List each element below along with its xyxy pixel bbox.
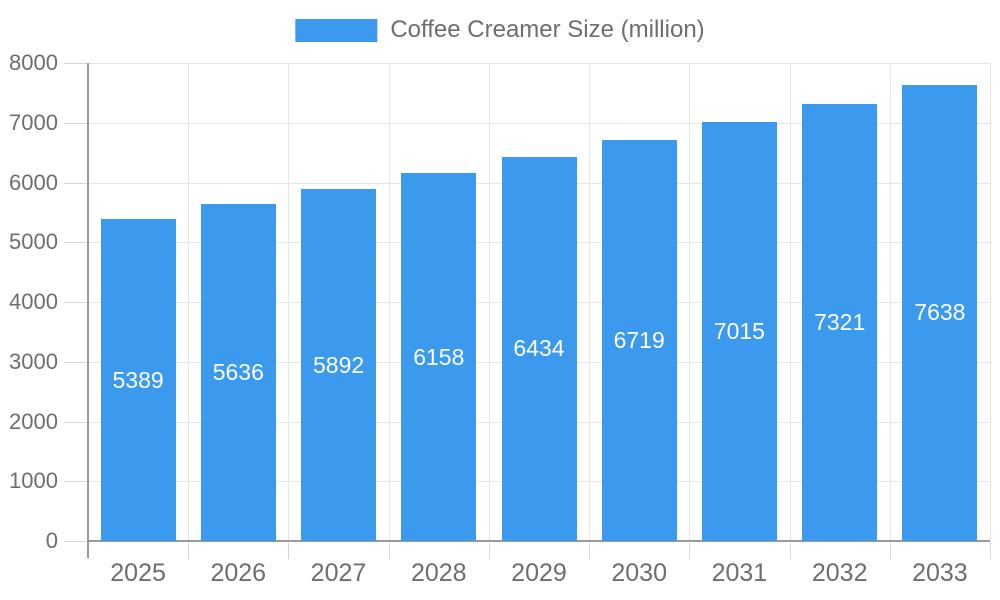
y-axis-label: 1000 bbox=[9, 468, 58, 494]
x-axis-tick bbox=[488, 543, 490, 559]
x-gridline bbox=[589, 63, 591, 541]
x-gridline bbox=[889, 63, 891, 541]
bar-value-label: 7015 bbox=[713, 317, 765, 344]
x-axis-label-2027: 2027 bbox=[310, 559, 367, 587]
bar-2032[interactable]: 7321 bbox=[802, 103, 878, 541]
x-axis-tick bbox=[188, 543, 190, 559]
x-gridline bbox=[990, 63, 991, 541]
x-axis-label-2033: 2033 bbox=[912, 559, 968, 587]
y-axis-tick bbox=[64, 242, 88, 244]
y-axis-label: 5000 bbox=[9, 229, 58, 255]
bar-value-label: 7638 bbox=[914, 299, 966, 326]
bar-value-label: 6719 bbox=[613, 326, 665, 353]
x-axis-tick bbox=[789, 543, 791, 559]
bar-2030[interactable]: 6719 bbox=[601, 139, 677, 541]
x-axis-tick bbox=[689, 543, 691, 559]
x-gridline bbox=[188, 63, 190, 541]
y-axis-tick bbox=[64, 182, 88, 184]
x-axis-label-2031: 2031 bbox=[711, 559, 768, 587]
x-axis-tick bbox=[589, 543, 591, 559]
bar-2029[interactable]: 6434 bbox=[501, 156, 577, 541]
y-axis-label: 0 bbox=[45, 528, 58, 553]
y-axis-tick bbox=[64, 421, 88, 423]
x-gridline bbox=[288, 63, 290, 541]
y-axis-tick bbox=[64, 63, 88, 64]
bar-2031[interactable]: 7015 bbox=[701, 121, 777, 541]
y-axis-tick bbox=[64, 541, 88, 542]
x-gridline bbox=[789, 63, 791, 541]
legend-label: Coffee Creamer Size (million) bbox=[390, 16, 705, 43]
x-gridline bbox=[689, 63, 691, 541]
x-axis-label-2030: 2030 bbox=[611, 559, 667, 587]
y-axis-label: 3000 bbox=[9, 348, 58, 374]
y-axis-tick bbox=[64, 361, 88, 363]
y-axis-line bbox=[87, 63, 89, 558]
bar-2027[interactable]: 5892 bbox=[301, 189, 377, 541]
bar-value-label: 6434 bbox=[513, 335, 565, 362]
bar-2025[interactable]: 5389 bbox=[100, 219, 176, 541]
x-axis-label-2032: 2032 bbox=[811, 559, 868, 587]
x-axis-label-2025: 2025 bbox=[110, 559, 166, 587]
y-axis-tick bbox=[64, 122, 88, 124]
bar-value-label: 5636 bbox=[212, 359, 264, 386]
bar-value-label: 5389 bbox=[112, 366, 164, 393]
bar-2028[interactable]: 6158 bbox=[401, 173, 477, 541]
x-axis-tick bbox=[288, 543, 290, 559]
bar-value-label: 6158 bbox=[413, 343, 465, 370]
y-axis-label: 4000 bbox=[9, 289, 58, 314]
legend-item[interactable]: Coffee Creamer Size (million) bbox=[295, 16, 705, 43]
x-axis-line bbox=[88, 540, 990, 542]
y-axis-label: 6000 bbox=[9, 169, 58, 195]
legend-swatch-icon bbox=[295, 18, 378, 42]
y-axis-label: 8000 bbox=[9, 50, 58, 75]
y-axis-label: 2000 bbox=[9, 408, 58, 434]
bar-value-label: 5892 bbox=[313, 351, 365, 378]
y-axis-label: 7000 bbox=[9, 109, 58, 135]
bar-value-label: 7321 bbox=[814, 308, 866, 335]
x-gridline bbox=[488, 63, 490, 541]
y-axis-tick bbox=[64, 481, 88, 483]
bar-2033[interactable]: 7638 bbox=[902, 84, 978, 541]
y-gridline bbox=[88, 122, 990, 124]
y-axis-tick bbox=[64, 302, 88, 303]
x-axis-tick bbox=[990, 543, 991, 559]
bar-2026[interactable]: 5636 bbox=[200, 204, 276, 541]
x-axis-label-2026: 2026 bbox=[210, 559, 267, 587]
x-gridline bbox=[388, 63, 390, 541]
x-axis-tick bbox=[388, 543, 390, 559]
y-gridline bbox=[88, 63, 990, 64]
x-axis-tick bbox=[889, 543, 891, 559]
x-axis-label-2029: 2029 bbox=[511, 559, 567, 587]
x-axis-label-2028: 2028 bbox=[410, 559, 467, 587]
